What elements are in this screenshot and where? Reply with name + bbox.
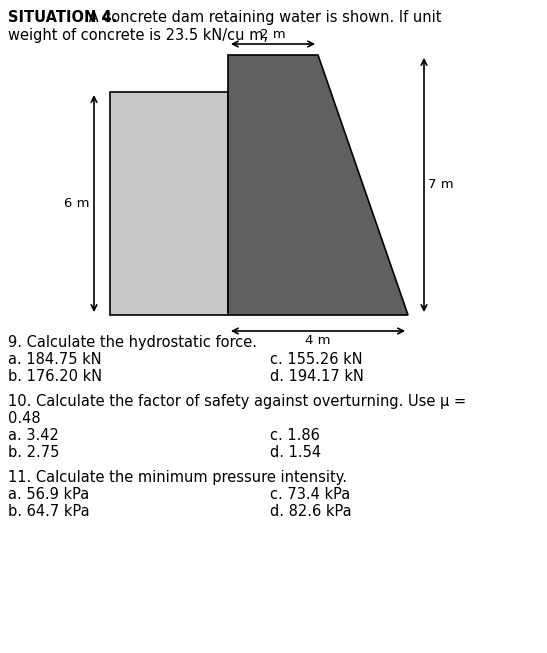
Text: 7 m: 7 m	[428, 178, 453, 191]
Text: 0.48: 0.48	[8, 411, 40, 426]
Text: 4 m: 4 m	[305, 334, 331, 347]
Polygon shape	[228, 55, 408, 315]
Text: d. 1.54: d. 1.54	[270, 445, 321, 460]
Text: a. 184.75 kN: a. 184.75 kN	[8, 352, 102, 367]
Text: a. 3.42: a. 3.42	[8, 428, 59, 443]
Text: d. 194.17 kN: d. 194.17 kN	[270, 369, 364, 384]
Text: 6 m: 6 m	[65, 197, 90, 210]
Text: b. 2.75: b. 2.75	[8, 445, 60, 460]
Text: b. 64.7 kPa: b. 64.7 kPa	[8, 504, 90, 519]
Text: 10. Calculate the factor of safety against overturning. Use μ =: 10. Calculate the factor of safety again…	[8, 394, 466, 409]
Text: A concrete dam retaining water is shown. If unit: A concrete dam retaining water is shown.…	[84, 10, 441, 25]
Polygon shape	[110, 92, 228, 315]
Text: b. 176.20 kN: b. 176.20 kN	[8, 369, 102, 384]
Text: 2 m: 2 m	[260, 28, 286, 41]
Text: a. 56.9 kPa: a. 56.9 kPa	[8, 487, 89, 502]
Text: SITUATION 4.: SITUATION 4.	[8, 10, 117, 25]
Text: 9. Calculate the hydrostatic force.: 9. Calculate the hydrostatic force.	[8, 335, 257, 350]
Text: 11. Calculate the minimum pressure intensity.: 11. Calculate the minimum pressure inten…	[8, 470, 347, 485]
Text: weight of concrete is 23.5 kN/cu m,: weight of concrete is 23.5 kN/cu m,	[8, 28, 268, 43]
Text: d. 82.6 kPa: d. 82.6 kPa	[270, 504, 352, 519]
Text: c. 73.4 kPa: c. 73.4 kPa	[270, 487, 350, 502]
Text: c. 155.26 kN: c. 155.26 kN	[270, 352, 363, 367]
Text: c. 1.86: c. 1.86	[270, 428, 320, 443]
